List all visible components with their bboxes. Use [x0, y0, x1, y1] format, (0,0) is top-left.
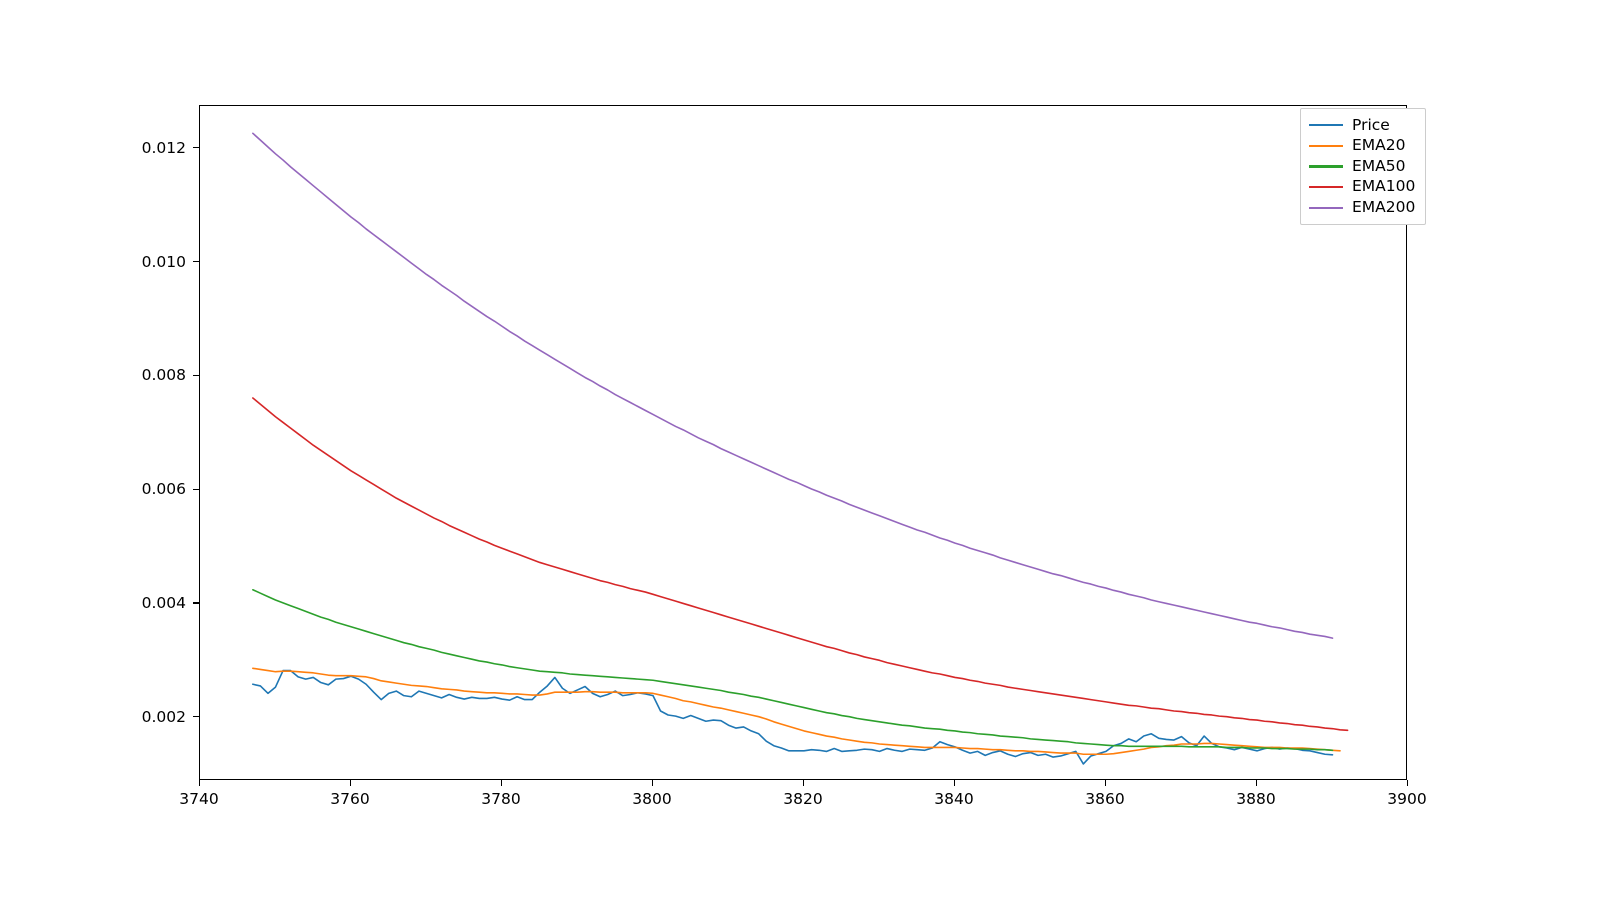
- legend-swatch-ema200: [1309, 206, 1343, 209]
- y-tick-label: 0.008: [141, 366, 186, 385]
- x-tick-mark: [1255, 780, 1257, 786]
- x-tick-mark: [500, 780, 502, 786]
- y-tick-mark: [193, 374, 199, 376]
- series-line-ema100: [252, 397, 1349, 732]
- legend-label: EMA200: [1352, 197, 1416, 216]
- legend-item-ema20: EMA20: [1309, 136, 1415, 157]
- y-tick-mark: [193, 488, 199, 490]
- x-tick-label: 3900: [1387, 790, 1427, 808]
- plot-lines-svg: [252, 132, 1349, 765]
- x-tick-label: 3860: [1085, 790, 1125, 808]
- legend-swatch-ema20: [1309, 144, 1343, 147]
- x-tick-label: 3800: [632, 790, 672, 808]
- y-tick-label: 0.012: [141, 138, 186, 157]
- y-tick-mark: [193, 716, 199, 718]
- x-tick-mark: [953, 780, 955, 786]
- x-tick-mark: [198, 780, 200, 786]
- legend-label: EMA100: [1352, 177, 1416, 196]
- y-tick-label: 0.010: [141, 252, 186, 271]
- legend-label: Price: [1352, 115, 1390, 134]
- legend-item-price: Price: [1309, 115, 1415, 136]
- x-tick-label: 3780: [481, 790, 521, 808]
- series-line-ema50: [252, 588, 1334, 752]
- legend-label: EMA50: [1352, 156, 1406, 175]
- y-tick-mark: [193, 602, 199, 604]
- plot-area: [199, 105, 1407, 780]
- x-tick-label: 3820: [783, 790, 823, 808]
- y-tick-mark: [193, 147, 199, 149]
- legend-item-ema200: EMA200: [1309, 197, 1415, 218]
- x-tick-mark: [802, 780, 804, 786]
- legend-swatch-ema100: [1309, 185, 1343, 189]
- x-tick-mark: [1406, 780, 1408, 786]
- legend-item-ema50: EMA50: [1309, 156, 1415, 177]
- x-tick-label: 3740: [179, 790, 219, 808]
- legend-swatch-ema50: [1309, 165, 1343, 168]
- x-tick-label: 3840: [934, 790, 974, 808]
- y-tick-label: 0.004: [141, 593, 186, 612]
- x-tick-label: 3880: [1236, 790, 1276, 808]
- legend-swatch-price: [1309, 124, 1343, 127]
- x-tick-mark: [349, 780, 351, 786]
- x-tick-mark: [1104, 780, 1106, 786]
- y-tick-label: 0.006: [141, 480, 186, 499]
- legend-item-ema100: EMA100: [1309, 177, 1415, 198]
- x-tick-mark: [651, 780, 653, 786]
- x-tick-label: 3760: [330, 790, 370, 808]
- chart-legend: Price EMA20 EMA50 EMA100 EMA200: [1300, 108, 1427, 225]
- y-tick-label: 0.002: [141, 707, 186, 726]
- y-tick-mark: [193, 261, 199, 263]
- legend-label: EMA20: [1352, 136, 1406, 155]
- series-line-ema200: [252, 132, 1334, 639]
- series-line-price: [252, 669, 1334, 765]
